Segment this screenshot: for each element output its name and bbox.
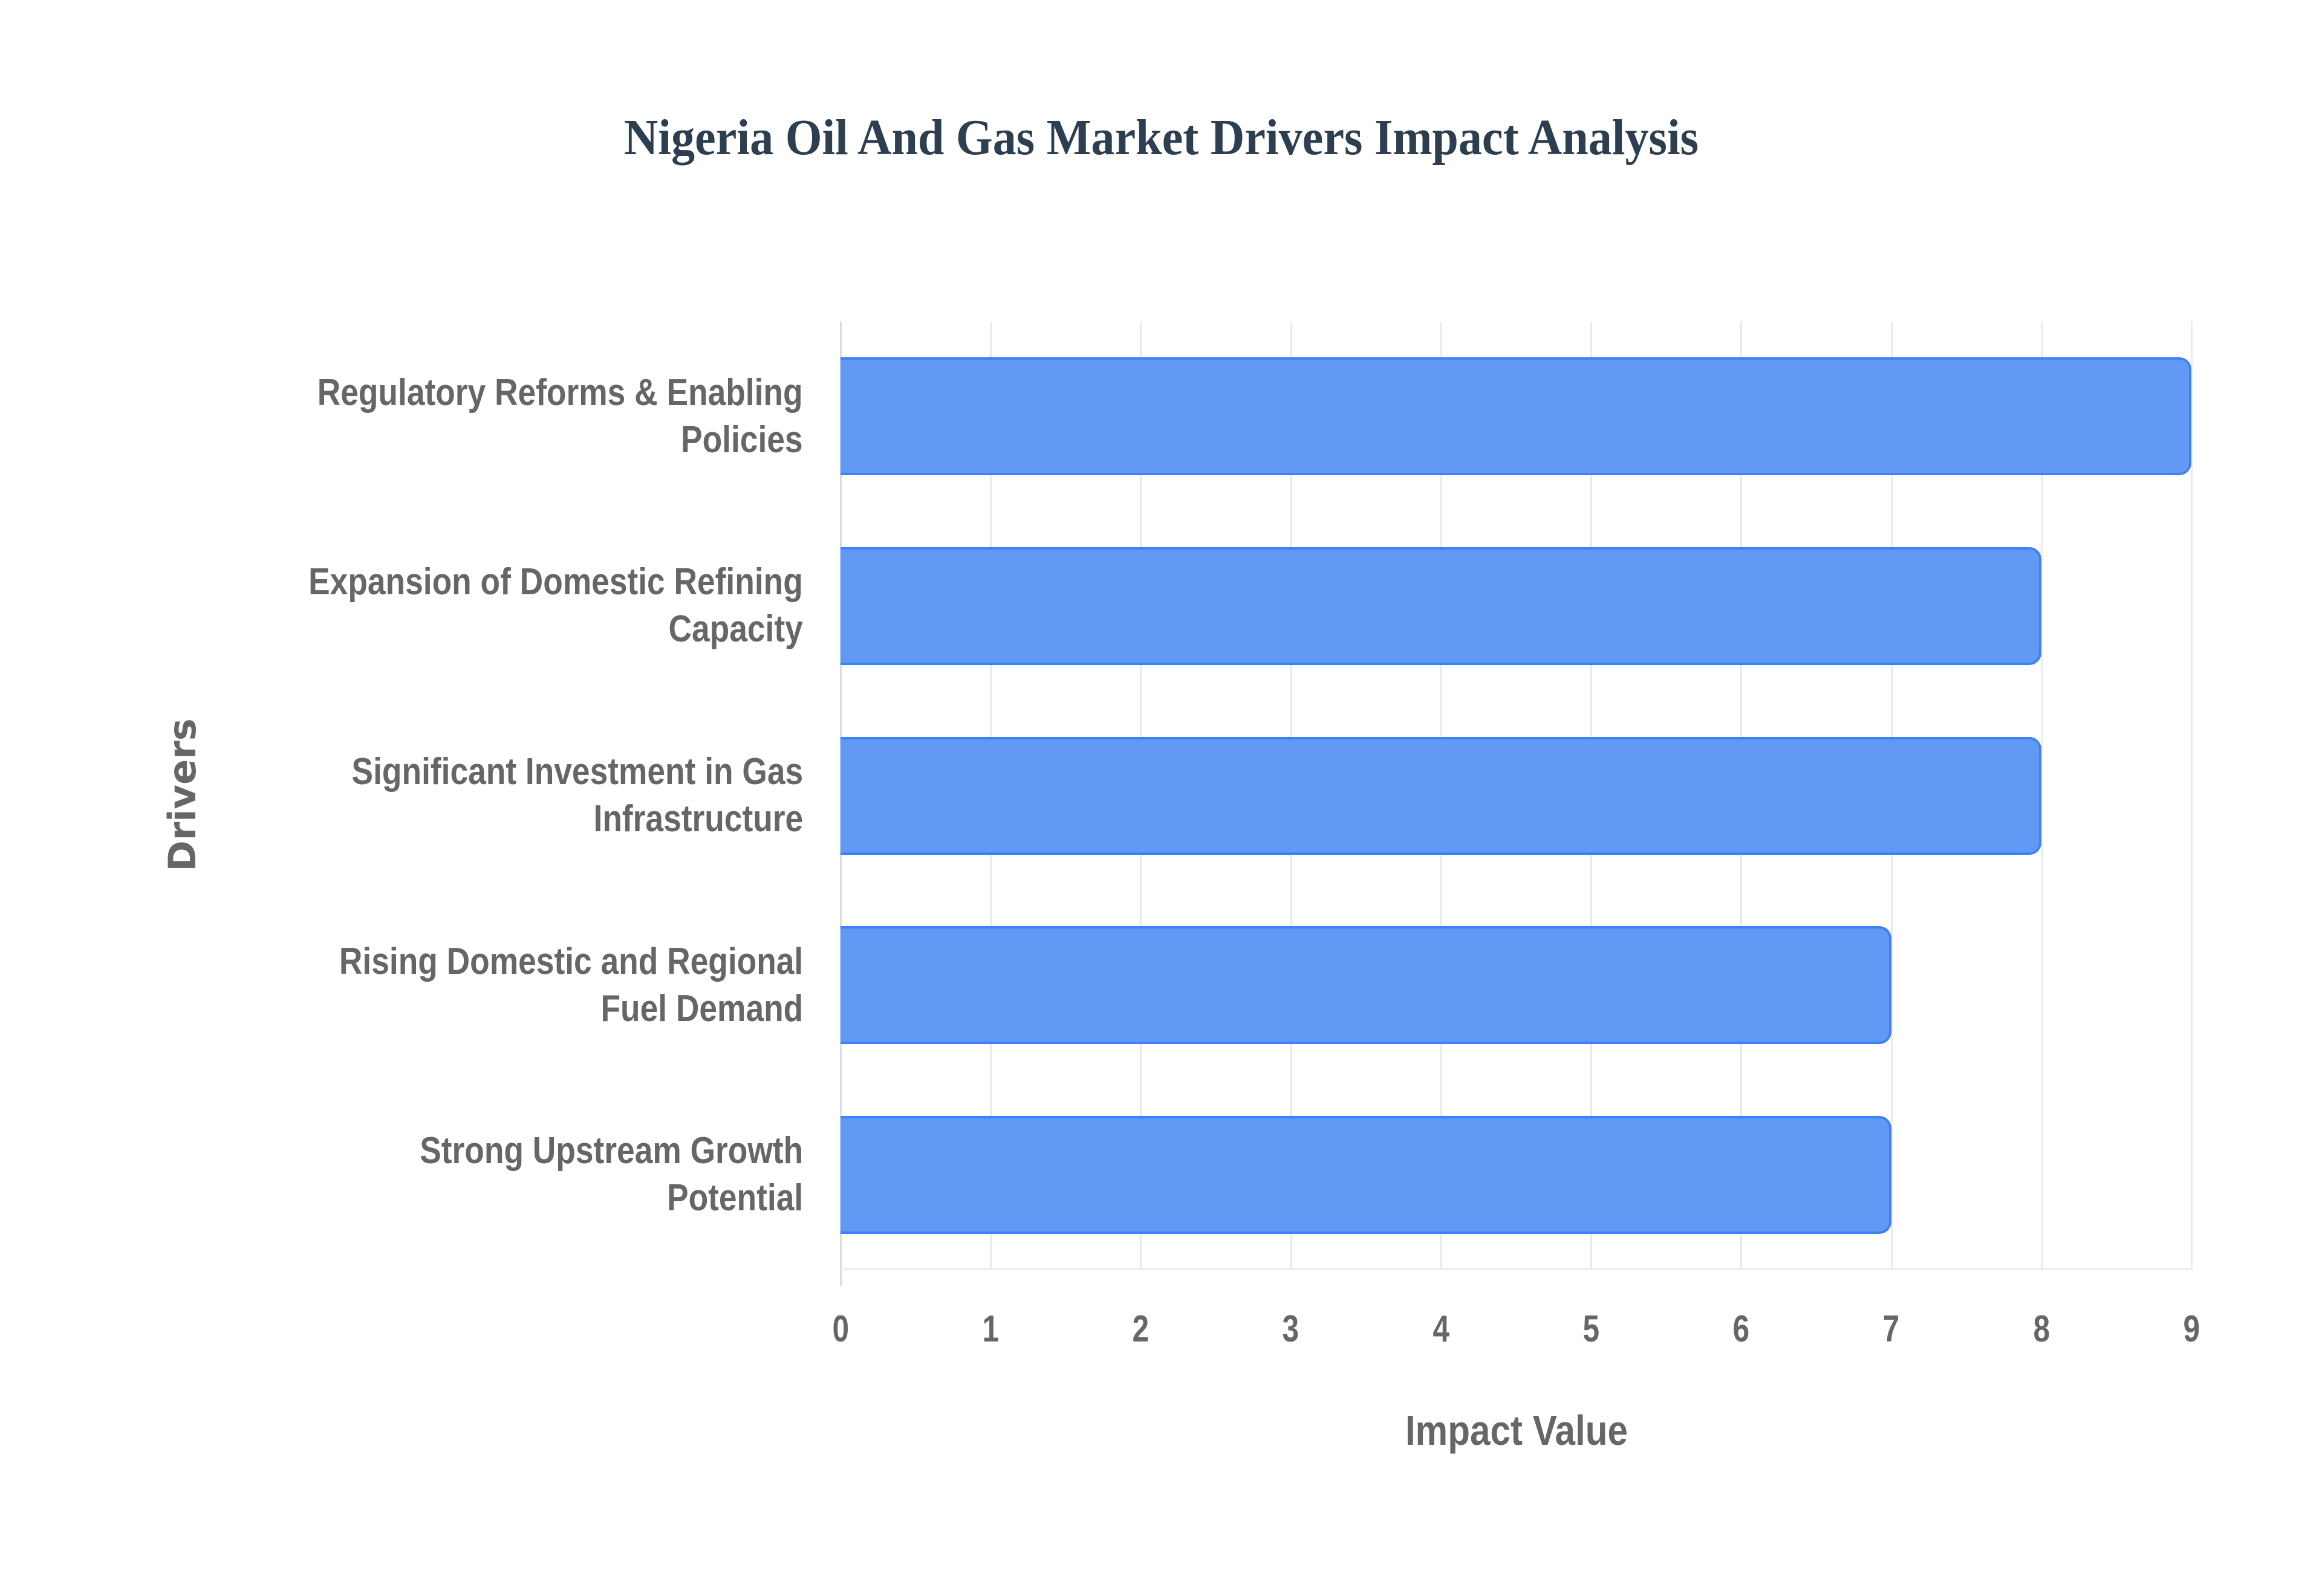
x-tick-label: 1 bbox=[982, 1308, 1000, 1350]
x-tick-label: 6 bbox=[1732, 1308, 1750, 1350]
bar[interactable] bbox=[841, 926, 1891, 1045]
x-tick-label: 4 bbox=[1433, 1308, 1449, 1350]
x-tick-label: 9 bbox=[2183, 1308, 2200, 1350]
x-tick-label: 5 bbox=[1582, 1308, 1599, 1350]
y-tick-label: Strong Upstream Growth Potential bbox=[420, 1130, 803, 1219]
gridline bbox=[2191, 322, 2193, 1270]
x-tick-label: 0 bbox=[832, 1308, 849, 1350]
x-tick-label: 2 bbox=[1132, 1308, 1150, 1350]
x-axis-line bbox=[841, 1268, 2193, 1270]
bar[interactable] bbox=[841, 1115, 1891, 1234]
gridline bbox=[2040, 322, 2043, 1270]
y-axis-title: Drivers bbox=[160, 718, 204, 872]
chart-title: Nigeria Oil And Gas Market Drivers Impac… bbox=[0, 108, 2322, 168]
y-tick-label: Expansion of Domestic Refining Capacity bbox=[308, 561, 803, 650]
plot-area bbox=[840, 322, 2193, 1286]
y-tick-label: Regulatory Reforms & Enabling Policies bbox=[317, 371, 803, 461]
x-tick-label: 7 bbox=[1882, 1308, 1900, 1350]
bar[interactable] bbox=[841, 547, 2041, 665]
chart-title-text: Nigeria Oil And Gas Market Drivers Impac… bbox=[623, 109, 1699, 166]
x-axis-title: Impact Value bbox=[1405, 1407, 1628, 1454]
y-tick-label: Rising Domestic and Regional Fuel Demand bbox=[339, 940, 803, 1030]
y-tick-label: Significant Investment in Gas Infrastruct… bbox=[351, 751, 803, 840]
x-tick-label: 3 bbox=[1282, 1308, 1299, 1350]
x-tick-label: 8 bbox=[2032, 1308, 2050, 1350]
bar[interactable] bbox=[841, 357, 2191, 476]
bar[interactable] bbox=[841, 736, 2041, 855]
